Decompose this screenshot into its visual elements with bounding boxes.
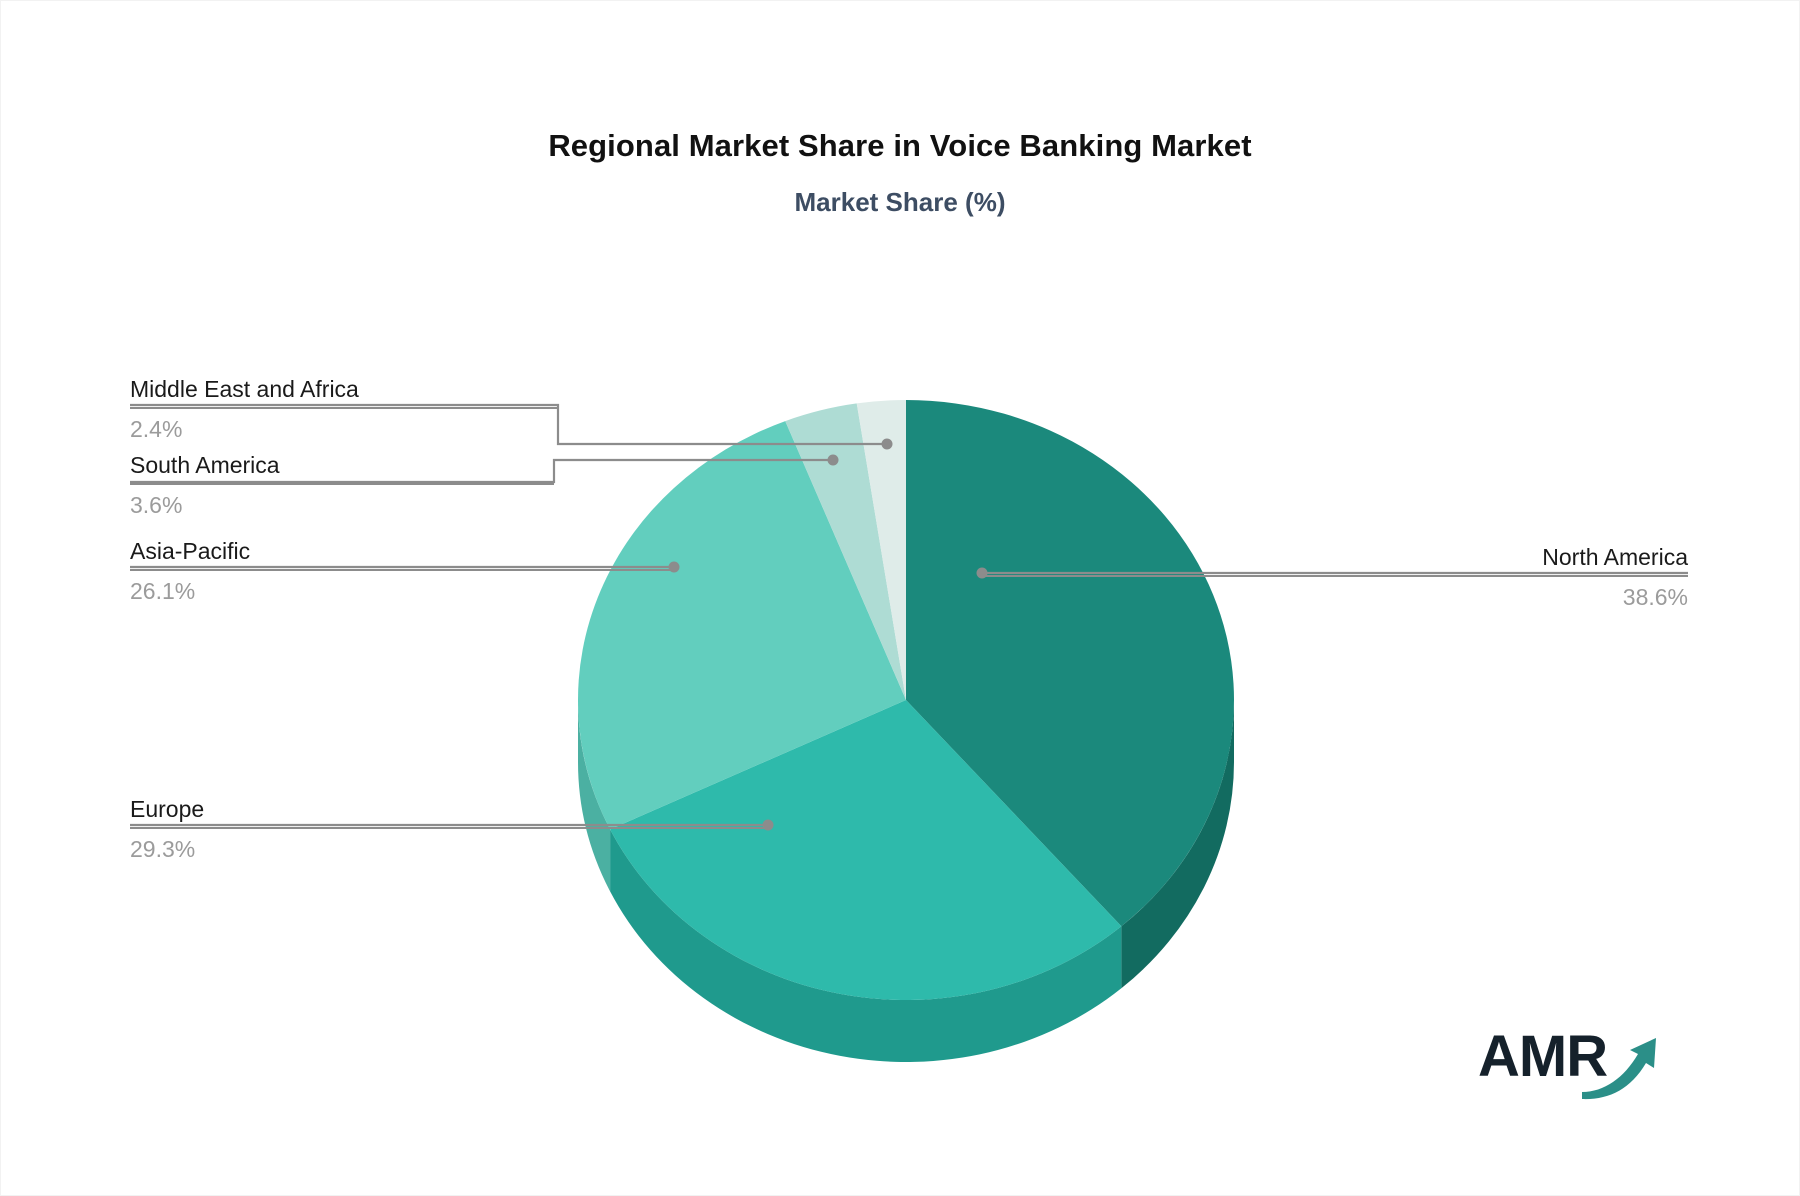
- label-middle-east-and-africa[interactable]: Middle East and Africa 2.4%: [130, 374, 558, 445]
- label-value-asia-pacific: 26.1%: [130, 578, 196, 604]
- label-value-europe: 29.3%: [130, 836, 196, 862]
- label-rule-asia-pacific: [130, 569, 674, 571]
- pie-slice-middle-east-and-africa[interactable]: [856, 400, 906, 700]
- label-south-america[interactable]: South America 3.6%: [130, 450, 554, 521]
- label-rule-middle-east-and-africa: [130, 407, 558, 409]
- label-europe[interactable]: Europe 29.3%: [130, 794, 768, 865]
- pie-slices: [577, 400, 1234, 1001]
- chart-title: Regional Market Share in Voice Banking M…: [548, 128, 1252, 163]
- amr-arrow-icon: [1582, 1038, 1656, 1100]
- label-value-south-america: 3.6%: [130, 492, 183, 518]
- label-asia-pacific[interactable]: Asia-Pacific 26.1%: [130, 536, 674, 607]
- pie-slice-north-america[interactable]: [906, 400, 1234, 927]
- pie-slice-asia-pacific[interactable]: [577, 421, 906, 830]
- label-rule-north-america: [982, 575, 1688, 577]
- chart-subtitle: Market Share (%): [794, 187, 1006, 217]
- pie-depth: [578, 700, 1234, 1062]
- label-value-middle-east-and-africa: 2.4%: [130, 416, 183, 442]
- label-north-america[interactable]: North America 38.6%: [982, 542, 1688, 613]
- label-name-middle-east-and-africa: Middle East and Africa: [130, 376, 359, 402]
- amr-logo: AMR: [1478, 1024, 1656, 1100]
- leader-dot-middle-east-and-africa: [881, 438, 893, 450]
- label-name-asia-pacific: Asia-Pacific: [130, 538, 251, 564]
- label-name-north-america: North America: [1542, 544, 1688, 570]
- leader-dot-south-america: [827, 454, 839, 466]
- label-rule-south-america: [130, 483, 554, 485]
- label-rule-europe: [130, 827, 768, 829]
- label-name-south-america: South America: [130, 452, 280, 478]
- amr-logo-text: AMR: [1478, 1024, 1607, 1089]
- pie-depth-north-america: [1121, 700, 1234, 989]
- pie-slice-south-america[interactable]: [785, 403, 906, 700]
- label-name-europe: Europe: [130, 796, 205, 822]
- label-value-north-america: 38.6%: [1622, 584, 1688, 610]
